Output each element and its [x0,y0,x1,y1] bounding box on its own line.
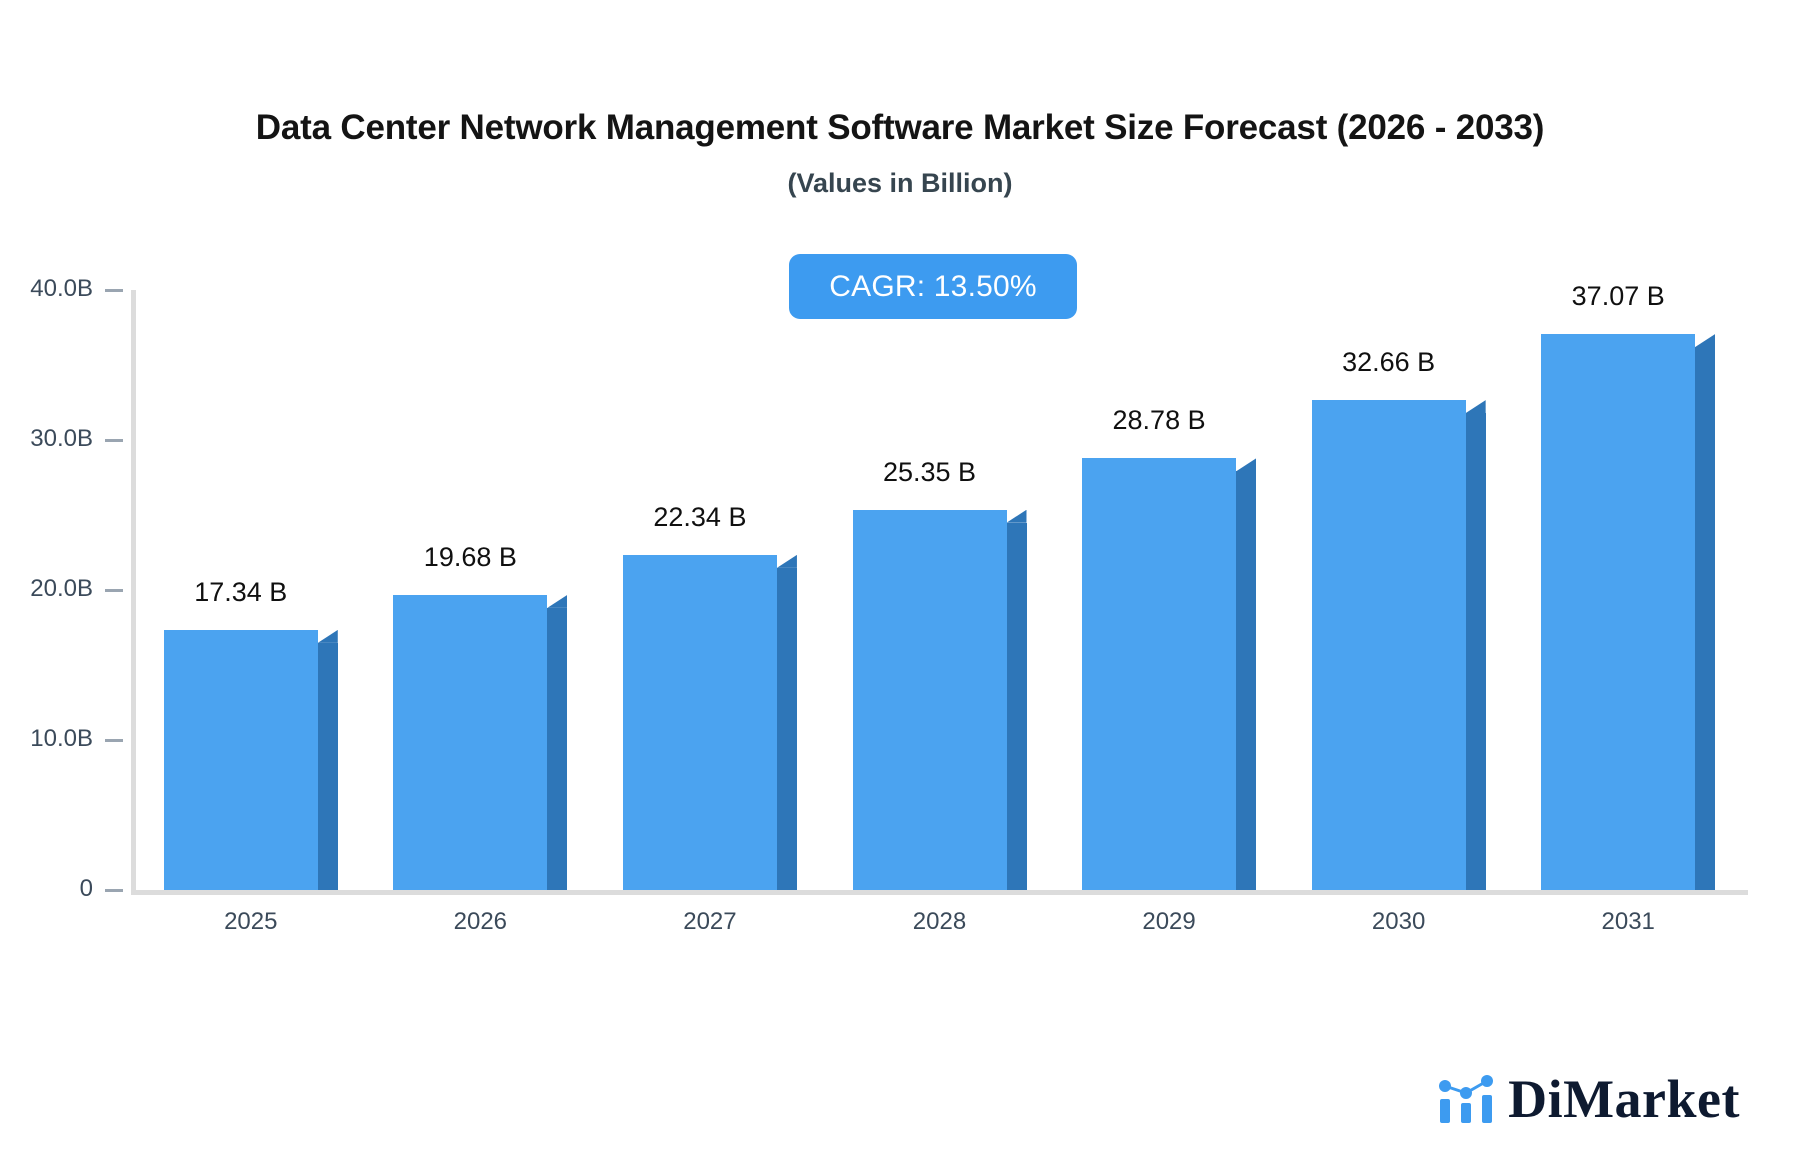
x-axis-tick-label: 2026 [453,908,508,935]
y-axis-line [131,290,136,895]
bar-value-label: 17.34 B [194,576,288,607]
y-axis-tick-mark [105,738,123,742]
y-axis-tick-label: 10.0B [30,725,93,752]
y-axis-tick-label: 40.0B [30,275,93,302]
x-axis-tick-label: 2030 [1371,908,1426,935]
y-axis-tick-mark [105,588,123,592]
bar-column[interactable]: 22.34 B [622,290,797,890]
bar-column[interactable]: 17.34 B [163,290,338,890]
brand-name: DiMarket [1508,1069,1740,1129]
bar[interactable] [1082,458,1257,890]
bar-value-label: 32.66 B [1342,347,1436,378]
x-axis-tick-label: 2027 [683,908,737,935]
bar-front-face [852,509,1007,890]
bar-side-face [1236,471,1257,890]
y-axis-tick-label: 30.0B [30,425,93,452]
bar-top-bevel [1695,333,1716,347]
bar-side-face [776,567,797,890]
bar-side-face [547,607,568,890]
bar-front-face [163,629,318,890]
bar-side-face [1465,413,1486,890]
bar-front-face [393,594,548,890]
bar-value-label: 22.34 B [653,501,747,532]
bar-series: 17.34 B 19.68 B 22.34 B 25.35 B 28.78 B 32.66… [136,281,1743,890]
bar-front-face [1082,458,1237,890]
x-axis-tick-label: 2025 [224,908,278,935]
bar-side-face [317,642,338,890]
bar[interactable] [1311,400,1486,890]
y-axis-tick-mark [105,438,123,442]
bar-value-label: 28.78 B [1112,405,1206,436]
bar-column[interactable]: 32.66 B [1311,290,1486,890]
x-axis-tick-label: 2029 [1142,908,1196,935]
bar-front-face [1311,400,1466,890]
bar-top-bevel [1465,400,1486,414]
bar-column[interactable]: 25.35 B [852,290,1027,890]
x-axis-tick-label: 2028 [912,908,967,935]
bar[interactable] [393,594,568,890]
y-axis-tick-label: 20.0B [30,575,93,602]
x-axis-labels: 2025 2026 2027 2028 2029 2030 2031 [136,908,1743,948]
bar-top-bevel [1236,458,1257,472]
brand-logo: DiMarket [1438,1072,1740,1126]
bar-front-face [1541,333,1696,890]
y-axis-tick-mark [105,288,123,292]
bar-side-face [1006,522,1027,890]
bar[interactable] [163,629,338,890]
bar-top-bevel [317,629,338,643]
bar-column[interactable]: 19.68 B [393,290,568,890]
bar[interactable] [852,509,1027,890]
bar-value-label: 37.07 B [1571,280,1665,311]
x-axis-tick-label: 2031 [1601,908,1655,935]
bar[interactable] [1541,333,1716,890]
bar-chart-icon [1439,1075,1494,1123]
y-axis-tick-label: 0 [79,875,93,902]
bar-side-face [1695,346,1716,890]
bar-value-label: 19.68 B [423,541,517,572]
bar-column[interactable]: 37.07 B [1541,281,1716,890]
bar-top-bevel [776,554,797,568]
chart-title: Data Center Network Management Software … [255,108,1545,147]
x-axis-line [131,890,1748,895]
chart-subtitle: (Values in Billion) [787,168,1013,198]
bar-value-label: 25.35 B [882,456,977,487]
bar[interactable] [622,554,797,890]
cagr-badge: CAGR: 13.50% [789,254,1077,319]
y-axis-tick-mark [105,888,123,892]
bar-column[interactable]: 28.78 B [1082,290,1257,890]
bar-top-bevel [1006,509,1027,523]
bar-front-face [622,554,777,890]
bar-top-bevel [547,594,568,608]
cagr-badge-label: CAGR: 13.50% [829,269,1037,303]
